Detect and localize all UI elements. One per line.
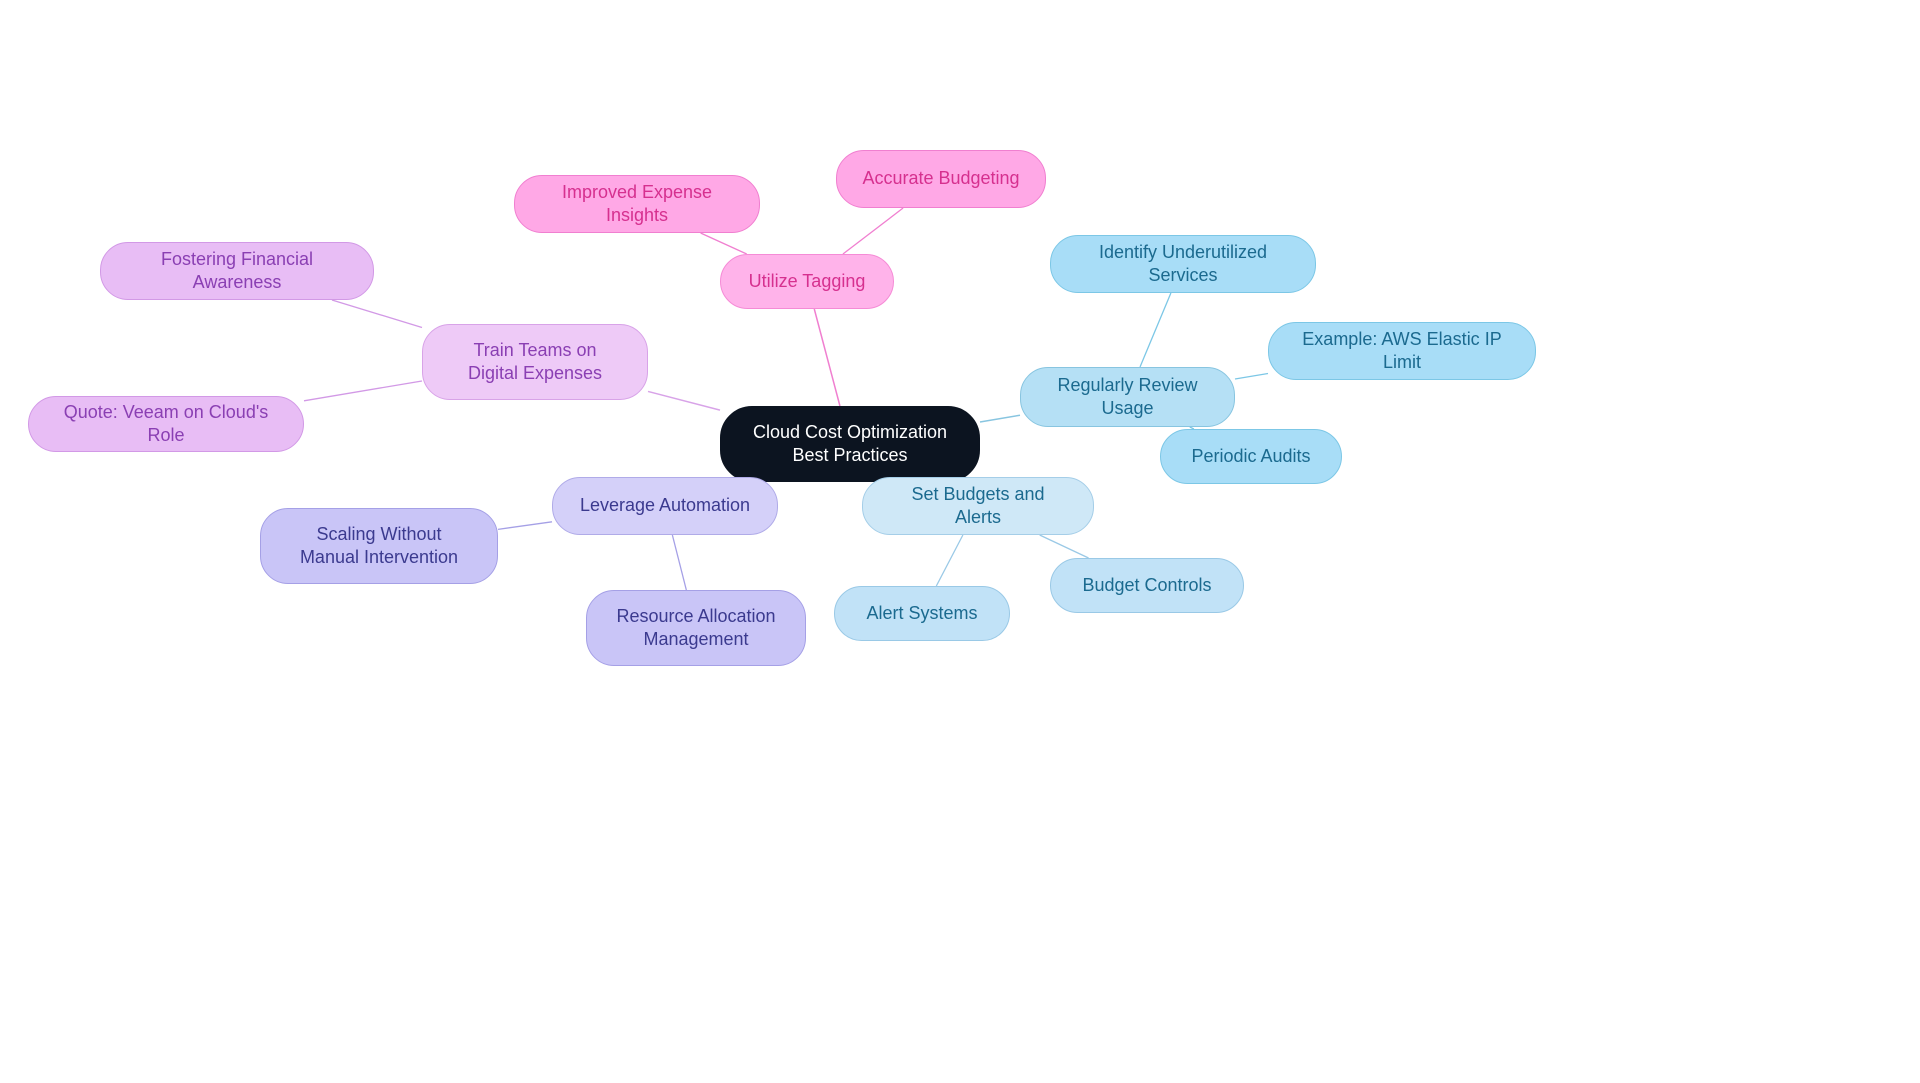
edge-tagging-tagging_budget (843, 208, 903, 254)
node-tagging_budget: Accurate Budgeting (836, 150, 1046, 208)
edge-review-review_underutil (1140, 293, 1171, 367)
node-label: Periodic Audits (1191, 445, 1310, 468)
edge-center-review (980, 415, 1020, 422)
node-review: Regularly Review Usage (1020, 367, 1235, 427)
node-tagging_insights: Improved Expense Insights (514, 175, 760, 233)
edge-center-train (648, 391, 720, 410)
node-budgets: Set Budgets and Alerts (862, 477, 1094, 535)
node-label: Accurate Budgeting (862, 167, 1019, 190)
node-label: Improved Expense Insights (539, 181, 735, 228)
node-train_quote: Quote: Veeam on Cloud's Role (28, 396, 304, 452)
edge-budgets-budgets_controls (1040, 535, 1089, 558)
edge-review-review_aws (1235, 373, 1268, 379)
node-label: Scaling Without Manual Intervention (285, 523, 473, 570)
node-label: Utilize Tagging (749, 270, 866, 293)
node-automation_resource: Resource Allocation Management (586, 590, 806, 666)
node-label: Identify Underutilized Services (1075, 241, 1291, 288)
node-label: Example: AWS Elastic IP Limit (1293, 328, 1511, 375)
mindmap-canvas: Cloud Cost Optimization Best Practices Re… (0, 0, 1920, 1083)
edge-budgets-budgets_alert (936, 535, 963, 586)
node-label: Train Teams on Digital Expenses (447, 339, 623, 386)
node-label: Cloud Cost Optimization Best Practices (751, 421, 949, 468)
node-center: Cloud Cost Optimization Best Practices (720, 406, 980, 482)
node-review_underutil: Identify Underutilized Services (1050, 235, 1316, 293)
node-review_audits: Periodic Audits (1160, 429, 1342, 484)
node-tagging: Utilize Tagging (720, 254, 894, 309)
node-label: Resource Allocation Management (611, 605, 781, 652)
node-automation_scaling: Scaling Without Manual Intervention (260, 508, 498, 584)
node-label: Fostering Financial Awareness (125, 248, 349, 295)
node-label: Leverage Automation (580, 494, 750, 517)
node-label: Regularly Review Usage (1045, 374, 1210, 421)
edge-center-tagging (814, 309, 840, 406)
node-label: Quote: Veeam on Cloud's Role (53, 401, 279, 448)
node-train: Train Teams on Digital Expenses (422, 324, 648, 400)
node-label: Set Budgets and Alerts (887, 483, 1069, 530)
node-label: Alert Systems (866, 602, 977, 625)
edge-automation-automation_resource (672, 535, 686, 590)
node-review_aws: Example: AWS Elastic IP Limit (1268, 322, 1536, 380)
node-budgets_controls: Budget Controls (1050, 558, 1244, 613)
edge-train-train_awareness (332, 300, 422, 327)
edge-train-train_quote (304, 381, 422, 401)
node-label: Budget Controls (1082, 574, 1211, 597)
node-automation: Leverage Automation (552, 477, 778, 535)
node-train_awareness: Fostering Financial Awareness (100, 242, 374, 300)
edge-tagging-tagging_insights (701, 233, 747, 254)
node-budgets_alert: Alert Systems (834, 586, 1010, 641)
edge-automation-automation_scaling (498, 522, 552, 530)
